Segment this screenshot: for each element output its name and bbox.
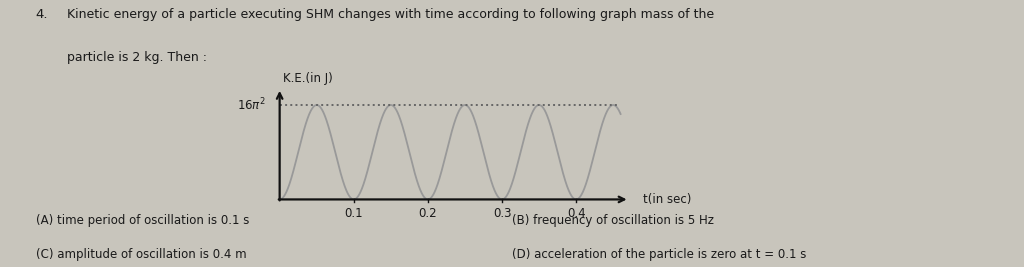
Text: 0.2: 0.2 bbox=[419, 207, 437, 221]
Text: t(in sec): t(in sec) bbox=[643, 193, 691, 206]
Text: Kinetic energy of a particle executing SHM changes with time according to follow: Kinetic energy of a particle executing S… bbox=[67, 8, 714, 21]
Text: 0.4: 0.4 bbox=[567, 207, 586, 221]
Text: K.E.(in J): K.E.(in J) bbox=[284, 72, 333, 85]
Text: 0.3: 0.3 bbox=[493, 207, 511, 221]
Text: (D) acceleration of the particle is zero at t = 0.1 s: (D) acceleration of the particle is zero… bbox=[512, 248, 806, 261]
Text: (C) amplitude of oscillation is 0.4 m: (C) amplitude of oscillation is 0.4 m bbox=[36, 248, 247, 261]
Text: particle is 2 kg. Then :: particle is 2 kg. Then : bbox=[67, 51, 207, 64]
Text: $16\pi^2$: $16\pi^2$ bbox=[238, 97, 266, 113]
Text: 4.: 4. bbox=[36, 8, 48, 21]
Text: 0.1: 0.1 bbox=[344, 207, 364, 221]
Text: (B) frequency of oscillation is 5 Hz: (B) frequency of oscillation is 5 Hz bbox=[512, 214, 714, 227]
Text: (A) time period of oscillation is 0.1 s: (A) time period of oscillation is 0.1 s bbox=[36, 214, 249, 227]
